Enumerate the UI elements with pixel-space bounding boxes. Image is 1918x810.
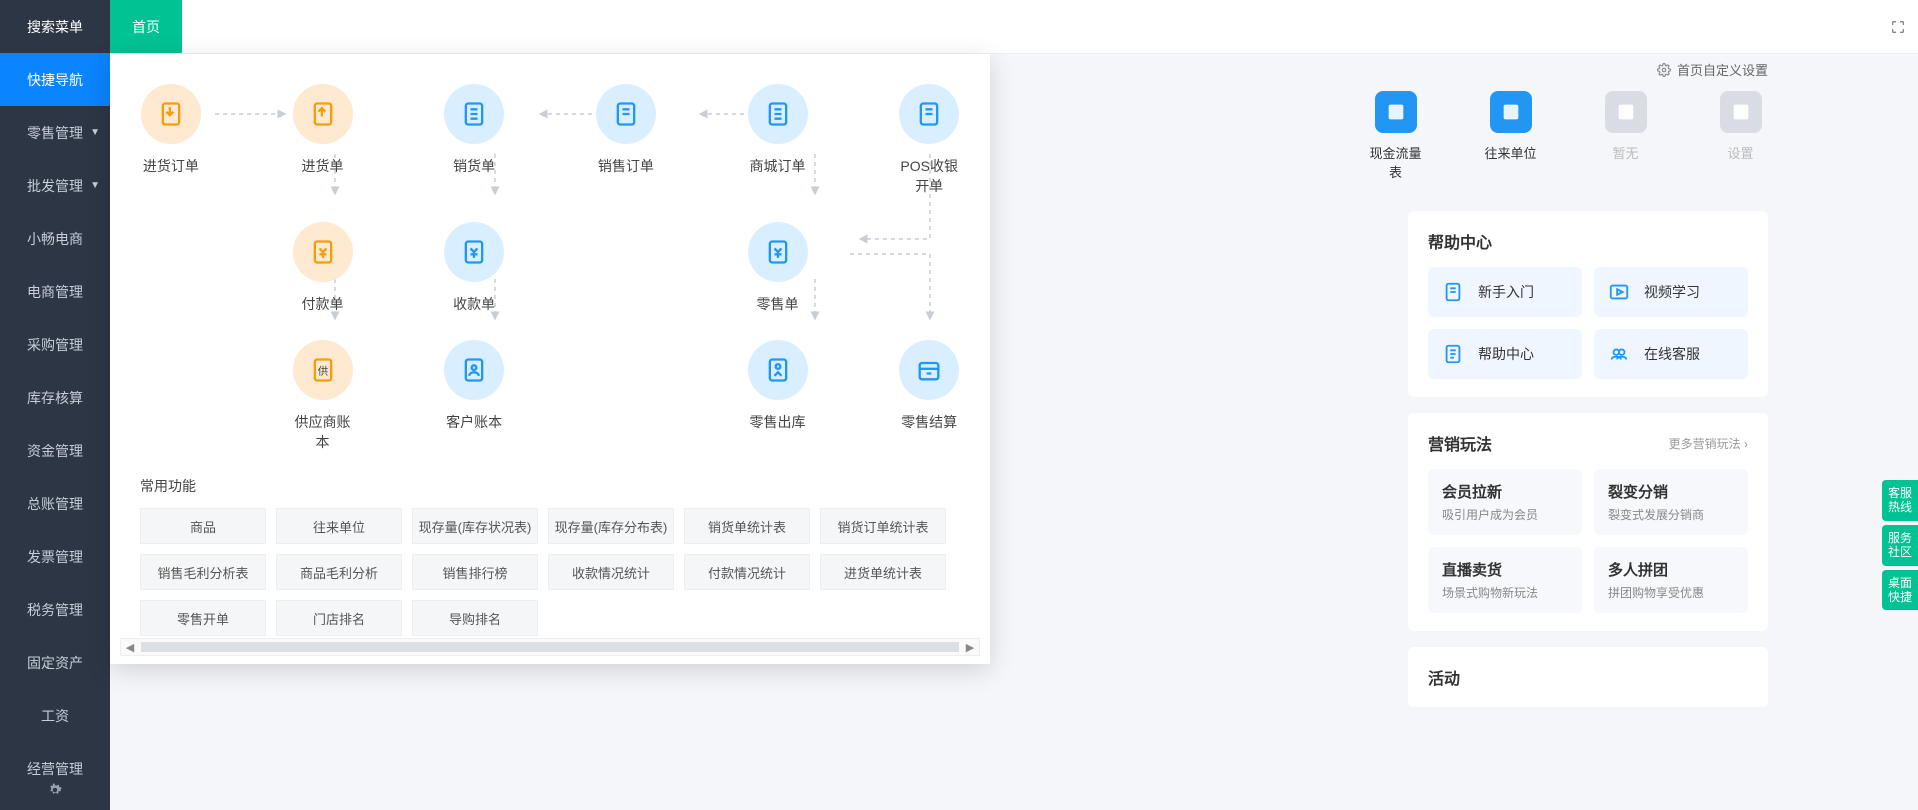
sidebar-item-7[interactable]: 资金管理 bbox=[0, 424, 110, 477]
fn-btn-7[interactable]: 商品毛利分析 bbox=[276, 554, 402, 590]
marketing-more[interactable]: 更多营销玩法 › bbox=[1669, 435, 1748, 452]
fn-btn-4[interactable]: 销货单统计表 bbox=[684, 508, 810, 544]
sidebar-settings-icon[interactable] bbox=[0, 770, 110, 810]
flow-node-0-0[interactable]: 进货订单 bbox=[140, 84, 202, 196]
float-buttons: 客服热线服务社区桌面快捷 bbox=[1882, 480, 1918, 614]
sidebar: 搜索菜单 快捷导航零售管理▼批发管理▼小畅电商电商管理采购管理库存核算资金管理总… bbox=[0, 0, 110, 810]
scroll-left-icon[interactable]: ◀ bbox=[121, 641, 139, 654]
float-btn-1[interactable]: 服务社区 bbox=[1882, 525, 1918, 566]
marketing-item-2[interactable]: 直播卖货场景式购物新玩法 bbox=[1428, 547, 1582, 613]
fn-btn-3[interactable]: 现存量(库存分布表) bbox=[548, 508, 674, 544]
svg-text:供: 供 bbox=[317, 365, 328, 378]
sidebar-item-10[interactable]: 税务管理 bbox=[0, 583, 110, 636]
activity-title: 活动 bbox=[1428, 665, 1748, 689]
quicknav-flyout: 进货订单 进货单 销货单 销售订单 商城订单 POS收银开单付款单 收款单 零售单供供应商账本… bbox=[110, 54, 990, 664]
flow-node-0-5[interactable]: POS收银开单 bbox=[898, 84, 960, 196]
flow-node-2-4[interactable]: 零售出库 bbox=[747, 340, 809, 452]
horizontal-scrollbar[interactable]: ◀ ▶ bbox=[120, 638, 980, 656]
sidebar-item-9[interactable]: 发票管理 bbox=[0, 530, 110, 583]
marketing-title: 营销玩法 bbox=[1428, 431, 1492, 455]
flow-node-1-2[interactable]: 收款单 bbox=[443, 222, 505, 314]
help-item-1[interactable]: 视频学习 bbox=[1594, 267, 1748, 317]
sidebar-search[interactable]: 搜索菜单 bbox=[0, 0, 110, 53]
topbar: 首页 bbox=[110, 0, 1918, 54]
fn-btn-10[interactable]: 付款情况统计 bbox=[684, 554, 810, 590]
activity-card: 活动 bbox=[1408, 647, 1768, 707]
fullscreen-icon[interactable] bbox=[1878, 0, 1918, 53]
right-column: 首页自定义设置 现金流量表往来单位暂无设置 帮助中心 新手入门视频学习帮助中心在… bbox=[1368, 60, 1768, 723]
shortcut-1[interactable]: 往来单位 bbox=[1483, 91, 1538, 162]
fn-btn-9[interactable]: 收款情况统计 bbox=[548, 554, 674, 590]
shortcut-2[interactable]: 暂无 bbox=[1598, 91, 1653, 162]
fn-btn-12[interactable]: 零售开单 bbox=[140, 600, 266, 636]
fn-btn-11[interactable]: 进货单统计表 bbox=[820, 554, 946, 590]
fn-btn-2[interactable]: 现存量(库存状况表) bbox=[412, 508, 538, 544]
shortcut-0[interactable]: 现金流量表 bbox=[1368, 91, 1423, 181]
float-btn-0[interactable]: 客服热线 bbox=[1882, 480, 1918, 521]
flow-node-0-2[interactable]: 销货单 bbox=[443, 84, 505, 196]
marketing-item-3[interactable]: 多人拼团拼团购物享受优惠 bbox=[1594, 547, 1748, 613]
flow-node-2-5[interactable]: 零售结算 bbox=[898, 340, 960, 452]
flow-node-0-3[interactable]: 销售订单 bbox=[595, 84, 657, 196]
sidebar-item-8[interactable]: 总账管理 bbox=[0, 477, 110, 530]
marketing-card: 营销玩法 更多营销玩法 › 会员拉新吸引用户成为会员裂变分销裂变式发展分销商直播… bbox=[1408, 413, 1768, 631]
sidebar-item-2[interactable]: 批发管理▼ bbox=[0, 159, 110, 212]
sidebar-item-6[interactable]: 库存核算 bbox=[0, 371, 110, 424]
sidebar-item-4[interactable]: 电商管理 bbox=[0, 265, 110, 318]
scroll-track[interactable] bbox=[141, 642, 959, 652]
flow-node-2-1[interactable]: 供供应商账本 bbox=[292, 340, 354, 452]
help-item-2[interactable]: 帮助中心 bbox=[1428, 329, 1582, 379]
sidebar-item-3[interactable]: 小畅电商 bbox=[0, 212, 110, 265]
sidebar-item-12[interactable]: 工资 bbox=[0, 689, 110, 742]
marketing-item-1[interactable]: 裂变分销裂变式发展分销商 bbox=[1594, 469, 1748, 535]
customize-link[interactable]: 首页自定义设置 bbox=[1368, 60, 1768, 79]
flow-node-1-1[interactable]: 付款单 bbox=[292, 222, 354, 314]
float-btn-2[interactable]: 桌面快捷 bbox=[1882, 570, 1918, 611]
fn-btn-8[interactable]: 销售排行榜 bbox=[412, 554, 538, 590]
sidebar-item-1[interactable]: 零售管理▼ bbox=[0, 106, 110, 159]
help-title: 帮助中心 bbox=[1428, 229, 1748, 253]
fn-btn-6[interactable]: 销售毛利分析表 bbox=[140, 554, 266, 590]
common-functions-title: 常用功能 bbox=[140, 476, 960, 496]
fn-btn-0[interactable]: 商品 bbox=[140, 508, 266, 544]
tab-home[interactable]: 首页 bbox=[110, 0, 182, 53]
flow-node-1-4[interactable]: 零售单 bbox=[747, 222, 809, 314]
flow-node-0-4[interactable]: 商城订单 bbox=[747, 84, 809, 196]
sidebar-item-0[interactable]: 快捷导航 bbox=[0, 53, 110, 106]
marketing-item-0[interactable]: 会员拉新吸引用户成为会员 bbox=[1428, 469, 1582, 535]
help-item-0[interactable]: 新手入门 bbox=[1428, 267, 1582, 317]
shortcut-3[interactable]: 设置 bbox=[1713, 91, 1768, 162]
flow-node-2-2[interactable]: 客户账本 bbox=[443, 340, 505, 452]
sidebar-item-11[interactable]: 固定资产 bbox=[0, 636, 110, 689]
fn-btn-14[interactable]: 导购排名 bbox=[412, 600, 538, 636]
sidebar-item-5[interactable]: 采购管理 bbox=[0, 318, 110, 371]
help-card: 帮助中心 新手入门视频学习帮助中心在线客服 bbox=[1408, 211, 1768, 397]
flow-node-0-1[interactable]: 进货单 bbox=[292, 84, 354, 196]
scroll-right-icon[interactable]: ▶ bbox=[961, 641, 979, 654]
fn-btn-13[interactable]: 门店排名 bbox=[276, 600, 402, 636]
fn-btn-5[interactable]: 销货订单统计表 bbox=[820, 508, 946, 544]
help-item-3[interactable]: 在线客服 bbox=[1594, 329, 1748, 379]
fn-btn-1[interactable]: 往来单位 bbox=[276, 508, 402, 544]
